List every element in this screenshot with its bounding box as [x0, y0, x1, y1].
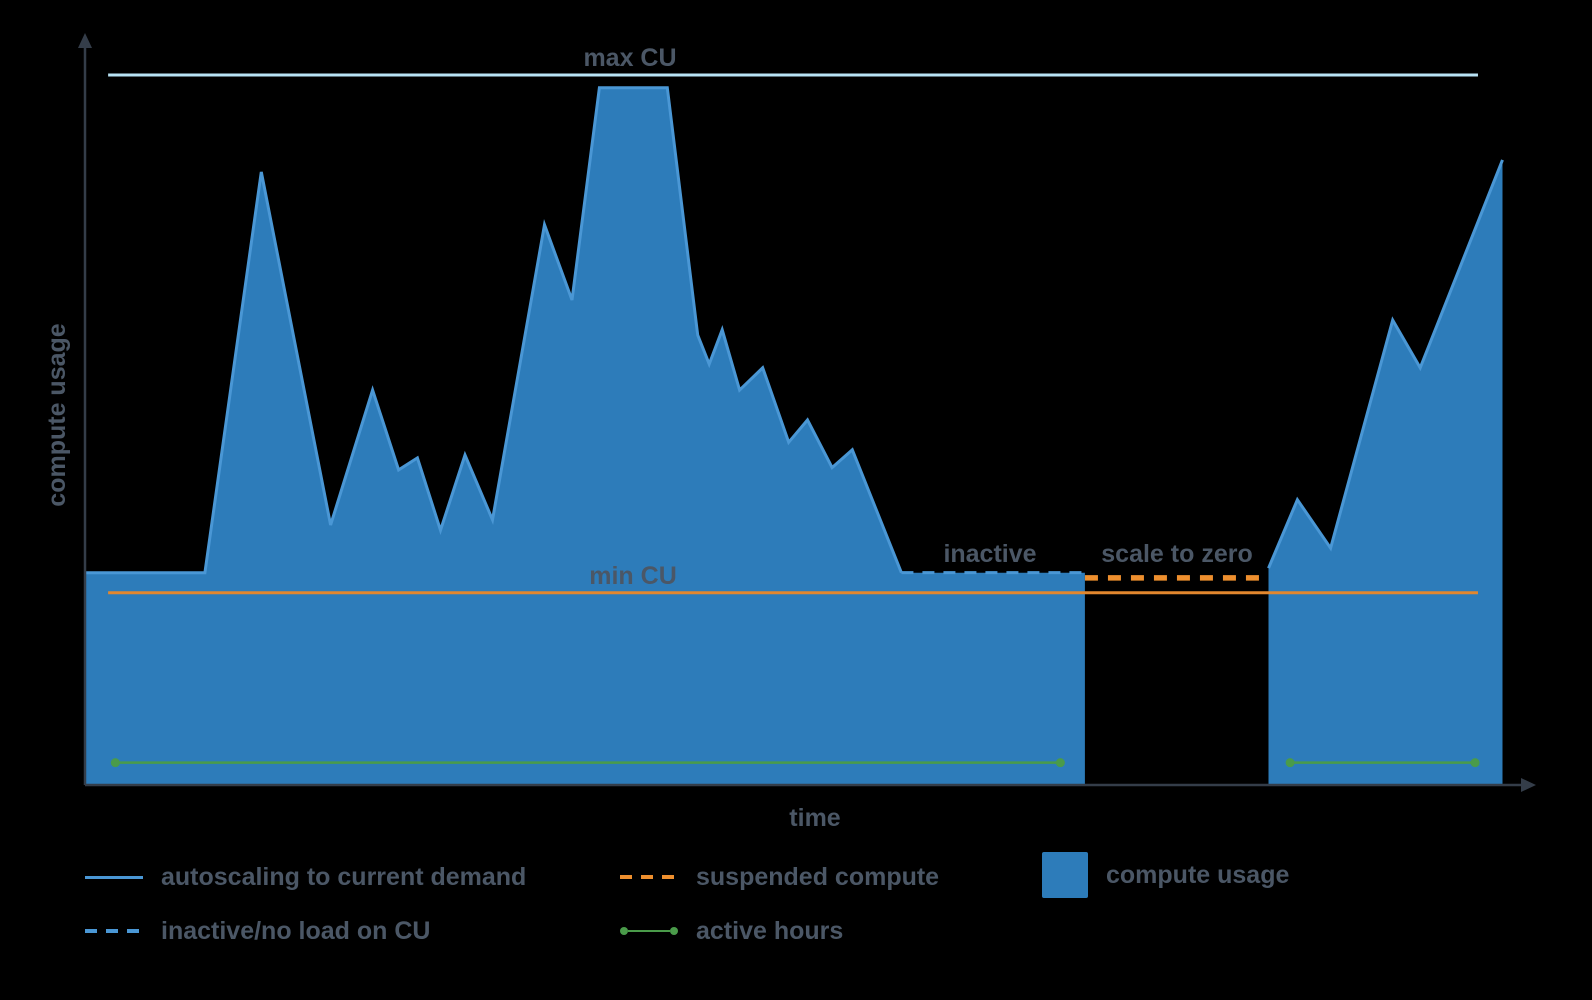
legend: autoscaling to current demand suspended … [0, 845, 1592, 995]
green-line-icon [628, 929, 670, 933]
legend-item-compute-usage: compute usage [1042, 851, 1289, 899]
legend-label-autoscaling: autoscaling to current demand [161, 862, 527, 891]
autoscaling-line-2 [1267, 159, 1504, 569]
scale-to-zero-label: scale to zero [1101, 540, 1252, 568]
x-axis-arrow-icon [1521, 778, 1536, 792]
active-hours-dot [1055, 758, 1065, 768]
dashed-orange-line-icon [620, 875, 678, 879]
legend-item-autoscaling: autoscaling to current demand [85, 853, 526, 901]
legend-item-active-hours: active hours [620, 907, 843, 955]
max-cu-label: max CU [583, 44, 676, 72]
y-axis-arrow-icon [78, 33, 92, 48]
legend-label-compute-usage: compute usage [1106, 860, 1290, 889]
active-hours-dot [1285, 758, 1295, 768]
legend-label-active-hours: active hours [696, 916, 844, 945]
green-dot-icon [670, 927, 678, 935]
legend-item-suspended-compute: suspended compute [620, 853, 939, 901]
active-hours-dot [1470, 758, 1480, 768]
y-axis-label: compute usage [43, 323, 71, 506]
solid-line-icon [85, 875, 143, 879]
legend-label-suspended: suspended compute [696, 862, 940, 891]
active-hours-dot [110, 758, 120, 768]
min-cu-label: min CU [589, 562, 677, 590]
legend-item-inactive-no-load: inactive/no load on CU [85, 907, 430, 955]
inactive-label: inactive [943, 540, 1036, 568]
legend-label-inactive: inactive/no load on CU [161, 916, 431, 945]
area-swatch-icon [1042, 852, 1088, 898]
dotted-green-line-icon [620, 927, 678, 935]
x-axis-label: time [789, 804, 841, 832]
compute-usage-area-2 [1268, 159, 1503, 785]
compute-usage-area-1 [85, 87, 1085, 785]
green-dot-icon [620, 927, 628, 935]
autoscaling-line-1 [85, 86, 903, 575]
dashed-blue-line-icon [85, 929, 143, 933]
